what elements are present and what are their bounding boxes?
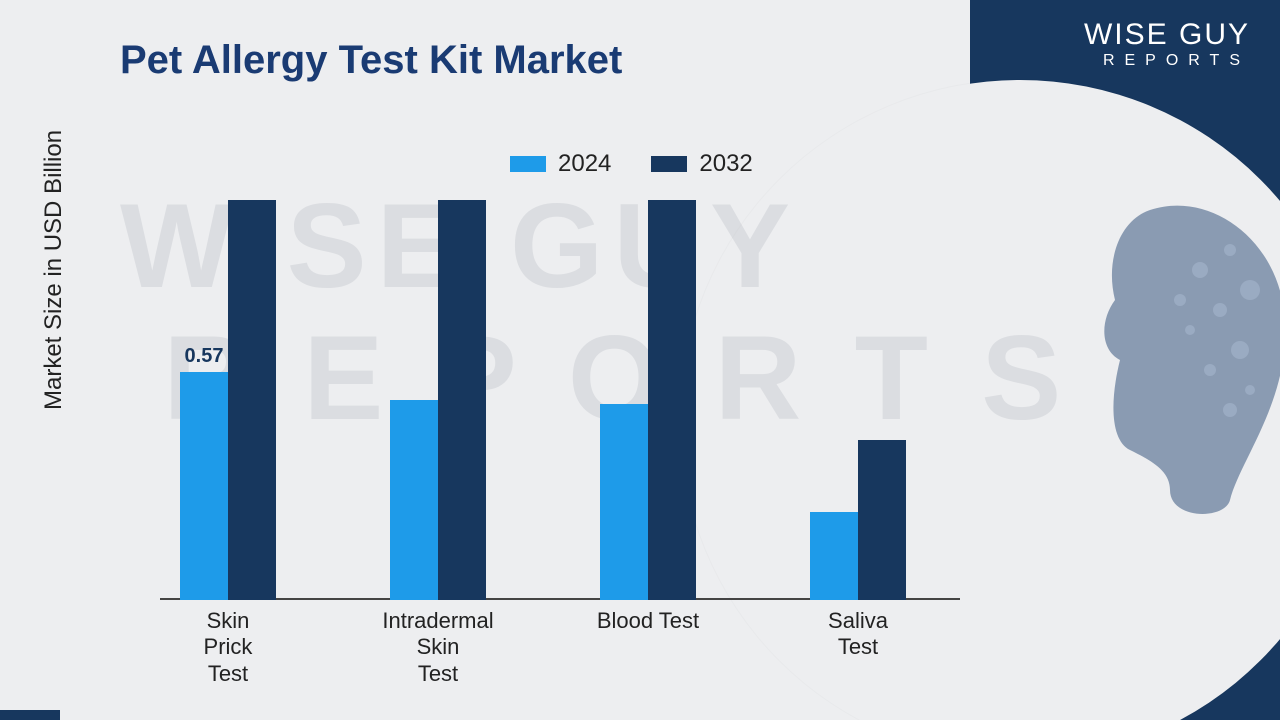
bar [810,512,858,600]
legend-swatch-icon [510,156,546,172]
bar-group: Blood Test [600,200,696,600]
bar [390,400,438,600]
legend-item: 2032 [651,150,752,178]
bar [438,200,486,600]
category-label: SkinPrickTest [148,600,308,687]
brand-line2: REPORTS [1084,52,1250,70]
legend-swatch-icon [651,156,687,172]
head-silhouette-icon [1090,200,1280,520]
bar-group: 0.57SkinPrickTest [180,200,276,600]
brand-line1: WISE GUY [1084,18,1250,52]
market-chart: Market Size in USD Billion 2024 2032 0.5… [90,150,970,670]
bar-group: SalivaTest [810,440,906,600]
bar [228,200,276,600]
y-axis-label: Market Size in USD Billion [40,130,68,410]
bar: 0.57 [180,372,228,600]
legend-item: 2024 [510,150,611,178]
category-label: Blood Test [568,600,728,634]
bar [648,200,696,600]
bar-value-label: 0.57 [180,345,228,372]
decorative-bottom-bar [0,710,60,720]
legend-label: 2032 [699,150,752,178]
plot-area: 0.57SkinPrickTest IntradermalSkinTest Bloo… [160,200,960,600]
bar-group: IntradermalSkinTest [390,200,486,600]
bar [600,404,648,600]
page-title: Pet Allergy Test Kit Market [120,38,622,83]
bar [858,440,906,600]
legend-label: 2024 [558,150,611,178]
report-slide: WISE GUY REPORTS Pet Allergy Test Kit Ma… [0,0,1280,720]
brand-logo: WISE GUY REPORTS [1084,18,1250,70]
category-label: IntradermalSkinTest [358,600,518,687]
category-label: SalivaTest [778,600,938,661]
legend: 2024 2032 [510,150,753,178]
